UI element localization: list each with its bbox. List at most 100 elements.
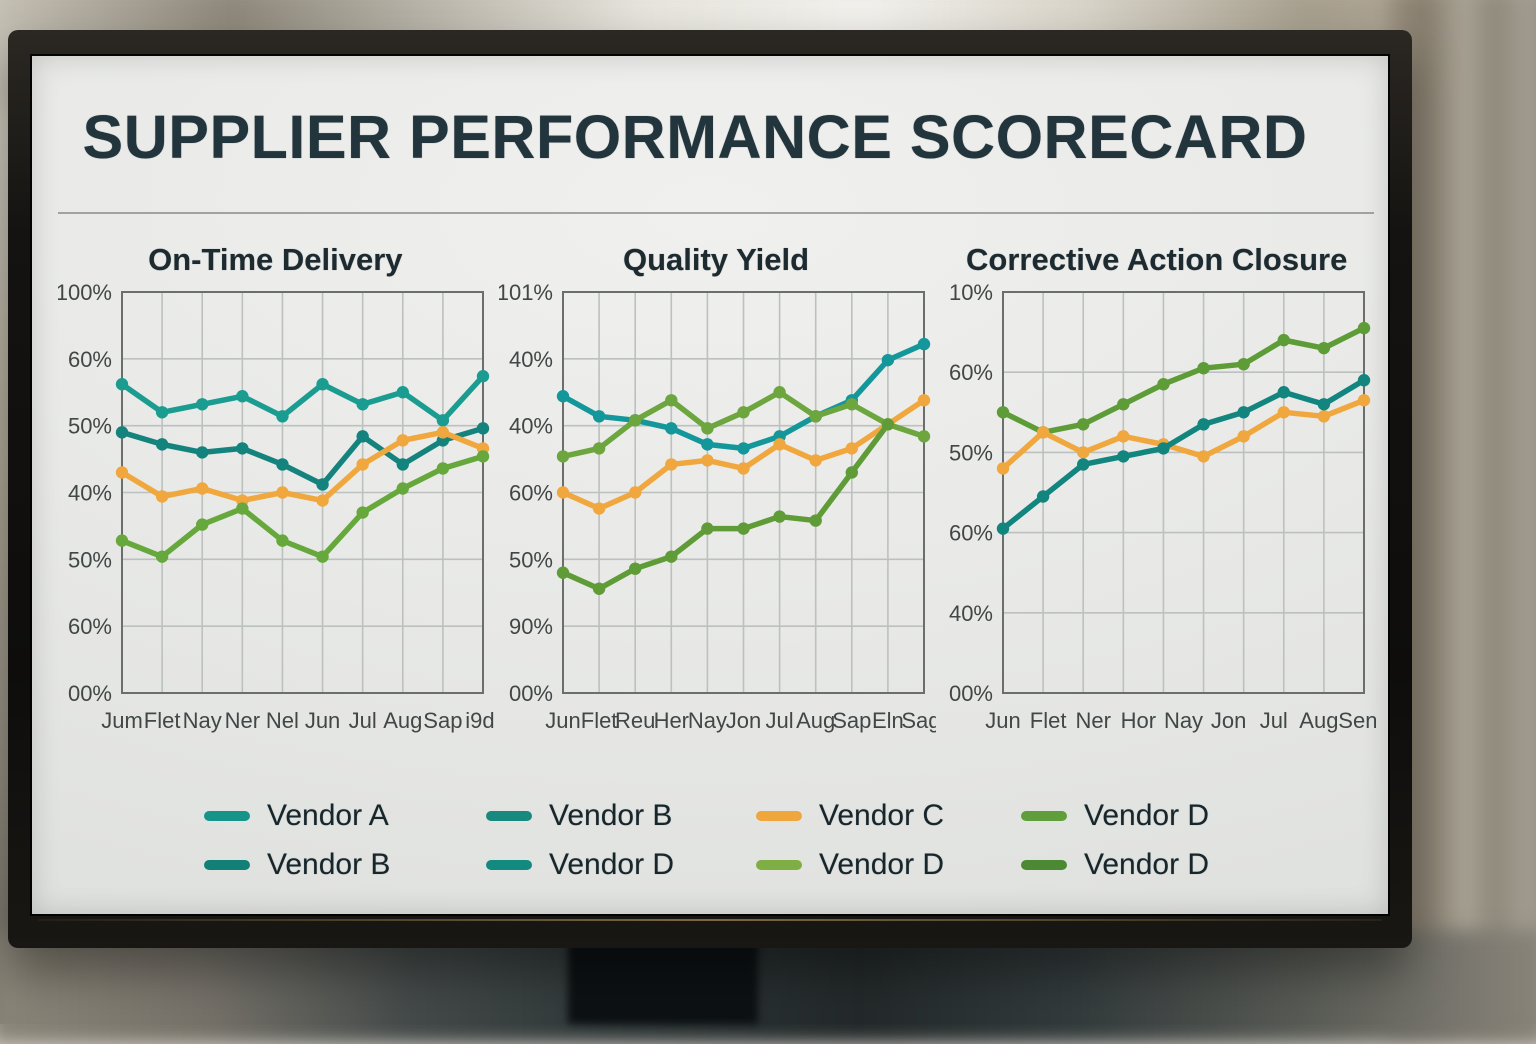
data-point xyxy=(809,514,822,527)
x-tick-label: Nay xyxy=(688,708,727,733)
y-tick-label: 60% xyxy=(949,521,993,546)
data-point xyxy=(664,394,678,407)
x-tick-label: Her xyxy=(653,708,688,733)
y-tick-label: 10% xyxy=(949,282,993,305)
x-tick-label: Sap xyxy=(832,708,871,733)
x-tick-label: Aug xyxy=(796,708,835,733)
chart-title: Corrective Action Closure xyxy=(966,242,1348,277)
data-point xyxy=(276,410,289,423)
x-tick-label: i9d. xyxy=(465,708,495,733)
data-point xyxy=(396,482,409,495)
legend-item-vendor-d: Vendor D xyxy=(756,845,1021,885)
data-point xyxy=(436,426,450,439)
data-point xyxy=(1318,341,1331,355)
monitor-bezel: SUPPLIER PERFORMANCE SCORECARD On-Time D… xyxy=(8,30,1412,948)
data-point xyxy=(664,550,678,563)
data-point xyxy=(436,414,450,427)
data-point xyxy=(115,466,129,479)
series-vendor-d xyxy=(115,450,490,563)
data-point xyxy=(1358,321,1371,335)
legend-item-vendor-d: Vendor D xyxy=(1021,796,1251,836)
series-line xyxy=(119,373,486,424)
series-line xyxy=(1000,377,1368,532)
y-tick-label: 00% xyxy=(949,681,993,706)
page-title: SUPPLIER PERFORMANCE SCORECARD xyxy=(82,103,1308,171)
data-point xyxy=(316,494,329,507)
data-point xyxy=(476,450,490,463)
data-point xyxy=(276,534,289,547)
x-tick-label: Sag. xyxy=(901,708,936,733)
data-point xyxy=(1117,430,1130,443)
legend-swatch xyxy=(756,860,802,870)
data-point xyxy=(700,422,714,435)
legend-swatch xyxy=(204,860,250,870)
data-point xyxy=(997,462,1010,475)
data-point xyxy=(592,410,605,423)
data-point xyxy=(736,406,750,419)
data-point xyxy=(664,422,678,435)
data-point xyxy=(356,458,369,471)
legend-swatch xyxy=(204,811,250,821)
data-point xyxy=(1318,398,1331,411)
legend-swatch xyxy=(756,811,802,821)
legend-label: Vendor C xyxy=(819,799,945,832)
data-point xyxy=(236,390,249,403)
x-tick-label: Reu xyxy=(615,708,655,733)
data-point xyxy=(592,442,605,455)
series-vendor-d xyxy=(556,418,894,595)
data-point xyxy=(356,430,369,443)
data-point xyxy=(436,462,450,475)
x-tick-label: Aug xyxy=(383,708,422,733)
chart-canvas: 10% 60% 50% 60% 40% 00% Jun Flet Ner Hor Nay Jon Jul… xyxy=(939,282,1376,737)
x-tick-label: Nel xyxy=(266,708,299,733)
charts-row: On-Time Delivery 100% 60% 50% 40% 50% 60% 00% J… xyxy=(58,228,1376,737)
data-point xyxy=(556,566,569,579)
legend-label: Vendor D xyxy=(1084,799,1210,832)
x-tick-label: Jul xyxy=(1260,708,1288,733)
legend-item-vendor-d: Vendor D xyxy=(486,845,756,885)
y-tick-label: 40% xyxy=(509,414,553,439)
data-point xyxy=(316,378,329,391)
x-tick-label: Eln xyxy=(872,708,904,733)
data-point xyxy=(155,438,169,451)
horizontal-gridlines xyxy=(122,291,483,694)
data-point xyxy=(276,458,289,471)
chart-plot-quality-yield: 101% 40% 40% 60% 50% 90% 00%Jun FletReuHerNayJo… xyxy=(499,282,936,733)
data-point xyxy=(1277,386,1291,399)
x-tick-label: Jul xyxy=(765,708,793,733)
data-point xyxy=(628,562,642,575)
legend-item-vendor-c: Vendor C xyxy=(756,796,1021,836)
data-point xyxy=(700,438,714,451)
x-tick-label: Nay xyxy=(183,708,222,733)
x-tick-label: Jun xyxy=(545,708,580,733)
data-point xyxy=(396,434,409,447)
data-point xyxy=(556,486,569,499)
vendor-legend: Vendor A Vendor B Vendor C Vendor D Vendor B… xyxy=(204,796,1251,885)
data-point xyxy=(628,486,642,499)
legend-item-vendor-a: Vendor A xyxy=(204,796,486,836)
chart-corrective-action-closure: Corrective Action Closure 10% 60% 50% 60% 40… xyxy=(939,228,1376,737)
data-point xyxy=(1237,357,1251,371)
data-point xyxy=(356,506,369,519)
x-tick-label: Jun xyxy=(305,708,340,733)
data-point xyxy=(316,550,329,563)
legend-label: Vendor D xyxy=(819,848,945,881)
chart-canvas: 100% 60% 50% 40% 50% 60% 00% Jum Flet Nay Ner Nel Ju… xyxy=(58,282,495,737)
y-tick-label: 60% xyxy=(949,360,993,385)
data-point xyxy=(1237,430,1251,443)
x-tick-label: Ner xyxy=(1076,708,1111,733)
data-point xyxy=(1077,458,1090,471)
data-point xyxy=(773,438,786,451)
data-point xyxy=(236,502,249,515)
data-point xyxy=(1358,374,1371,387)
data-point xyxy=(997,522,1010,535)
y-tick-label: 00% xyxy=(509,681,553,706)
data-point xyxy=(773,386,786,399)
data-point xyxy=(628,414,642,427)
legend-label: Vendor B xyxy=(549,799,673,832)
x-tick-label: Flet xyxy=(1030,708,1067,733)
x-tick-label: Flet xyxy=(580,708,617,733)
y-tick-label: 90% xyxy=(509,614,553,639)
data-point xyxy=(276,486,289,499)
